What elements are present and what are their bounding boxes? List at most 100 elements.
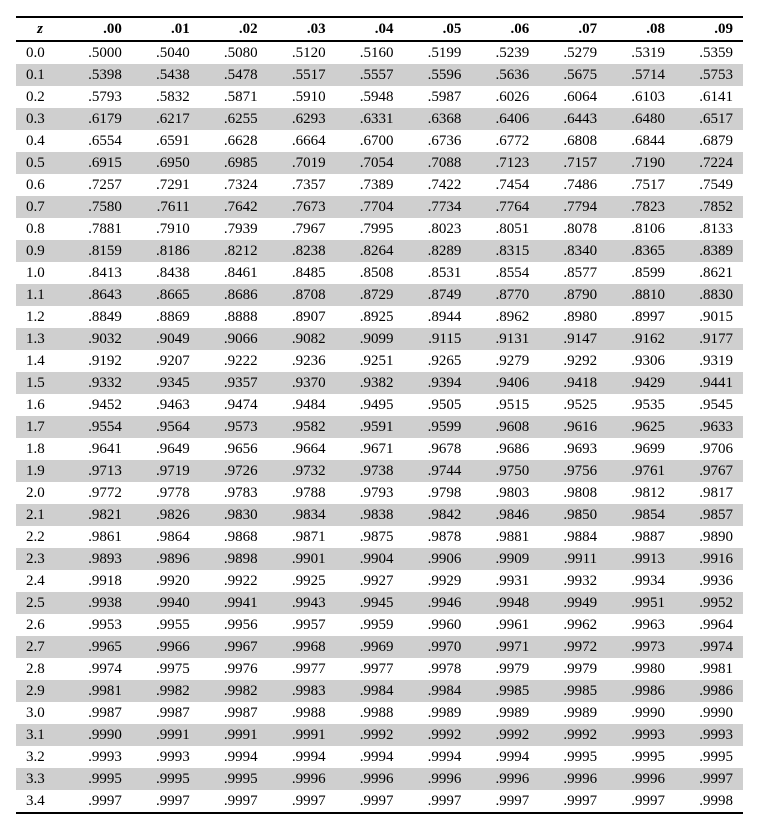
table-row: 2.4.9918.9920.9922.9925.9927.9929.9931.9…: [16, 570, 743, 592]
cell: .9772: [64, 482, 132, 504]
cell: .8023: [403, 218, 471, 240]
cell: .7939: [200, 218, 268, 240]
cell: .9997: [132, 790, 200, 813]
cell: .9793: [336, 482, 404, 504]
col-header: .09: [675, 17, 743, 41]
cell: .9049: [132, 328, 200, 350]
z-value: 2.0: [16, 482, 64, 504]
cell: .8531: [403, 262, 471, 284]
cell: .9909: [471, 548, 539, 570]
cell: .8438: [132, 262, 200, 284]
cell: .9394: [403, 372, 471, 394]
table-row: 2.1.9821.9826.9830.9834.9838.9842.9846.9…: [16, 504, 743, 526]
cell: .9906: [403, 548, 471, 570]
cell: .7190: [607, 152, 675, 174]
cell: .9846: [471, 504, 539, 526]
cell: .5910: [268, 86, 336, 108]
table-row: 0.8.7881.7910.7939.7967.7995.8023.8051.8…: [16, 218, 743, 240]
cell: .9115: [403, 328, 471, 350]
cell: .9778: [132, 482, 200, 504]
cell: .9192: [64, 350, 132, 372]
table-row: 3.0.9987.9987.9987.9988.9988.9989.9989.9…: [16, 702, 743, 724]
cell: .9953: [64, 614, 132, 636]
cell: .9994: [268, 746, 336, 768]
cell: .6368: [403, 108, 471, 130]
cell: .9996: [539, 768, 607, 790]
cell: .9963: [607, 614, 675, 636]
table-row: 1.9.9713.9719.9726.9732.9738.9744.9750.9…: [16, 460, 743, 482]
cell: .9750: [471, 460, 539, 482]
cell: .9995: [539, 746, 607, 768]
cell: .6443: [539, 108, 607, 130]
cell: .6985: [200, 152, 268, 174]
cell: .6808: [539, 130, 607, 152]
cell: .6554: [64, 130, 132, 152]
cell: .9332: [64, 372, 132, 394]
cell: .9929: [403, 570, 471, 592]
cell: .6331: [336, 108, 404, 130]
cell: .9931: [471, 570, 539, 592]
z-value: 1.3: [16, 328, 64, 350]
cell: .5675: [539, 64, 607, 86]
cell: .8212: [200, 240, 268, 262]
z-value: 1.5: [16, 372, 64, 394]
cell: .9265: [403, 350, 471, 372]
cell: .8770: [471, 284, 539, 306]
cell: .9955: [132, 614, 200, 636]
cell: .5714: [607, 64, 675, 86]
cell: .9977: [268, 658, 336, 680]
col-header: .08: [607, 17, 675, 41]
z-value: 0.2: [16, 86, 64, 108]
cell: .9904: [336, 548, 404, 570]
cell: .9994: [403, 746, 471, 768]
table-row: 3.2.9993.9993.9994.9994.9994.9994.9994.9…: [16, 746, 743, 768]
cell: .6517: [675, 108, 743, 130]
cell: .9625: [607, 416, 675, 438]
table-row: 1.8.9641.9649.9656.9664.9671.9678.9686.9…: [16, 438, 743, 460]
z-value: 3.0: [16, 702, 64, 724]
z-value: 0.9: [16, 240, 64, 262]
cell: .9956: [200, 614, 268, 636]
cell: .5987: [403, 86, 471, 108]
cell: .9994: [471, 746, 539, 768]
cell: .9901: [268, 548, 336, 570]
cell: .9997: [403, 790, 471, 813]
cell: .9990: [675, 702, 743, 724]
table-row: 2.6.9953.9955.9956.9957.9959.9960.9961.9…: [16, 614, 743, 636]
cell: .9916: [675, 548, 743, 570]
cell: .8790: [539, 284, 607, 306]
cell: .8925: [336, 306, 404, 328]
cell: .9996: [607, 768, 675, 790]
cell: .9997: [200, 790, 268, 813]
cell: .9868: [200, 526, 268, 548]
cell: .9984: [403, 680, 471, 702]
cell: .9890: [675, 526, 743, 548]
cell: .5359: [675, 41, 743, 64]
cell: .9505: [403, 394, 471, 416]
cell: .6915: [64, 152, 132, 174]
cell: .9996: [268, 768, 336, 790]
col-header: .05: [403, 17, 471, 41]
z-value: 1.8: [16, 438, 64, 460]
cell: .9896: [132, 548, 200, 570]
cell: .6664: [268, 130, 336, 152]
cell: .9994: [336, 746, 404, 768]
table-row: 1.3.9032.9049.9066.9082.9099.9115.9131.9…: [16, 328, 743, 350]
cell: .7088: [403, 152, 471, 174]
cell: .9962: [539, 614, 607, 636]
z-header: z: [16, 17, 64, 41]
cell: .9989: [471, 702, 539, 724]
cell: .5753: [675, 64, 743, 86]
table-row: 2.9.9981.9982.9982.9983.9984.9984.9985.9…: [16, 680, 743, 702]
cell: .9991: [132, 724, 200, 746]
cell: .9987: [200, 702, 268, 724]
cell: .9960: [403, 614, 471, 636]
cell: .9535: [607, 394, 675, 416]
cell: .5478: [200, 64, 268, 86]
cell: .6480: [607, 108, 675, 130]
cell: .9830: [200, 504, 268, 526]
z-value: 2.3: [16, 548, 64, 570]
cell: .9066: [200, 328, 268, 350]
cell: .9207: [132, 350, 200, 372]
table-row: 3.3.9995.9995.9995.9996.9996.9996.9996.9…: [16, 768, 743, 790]
